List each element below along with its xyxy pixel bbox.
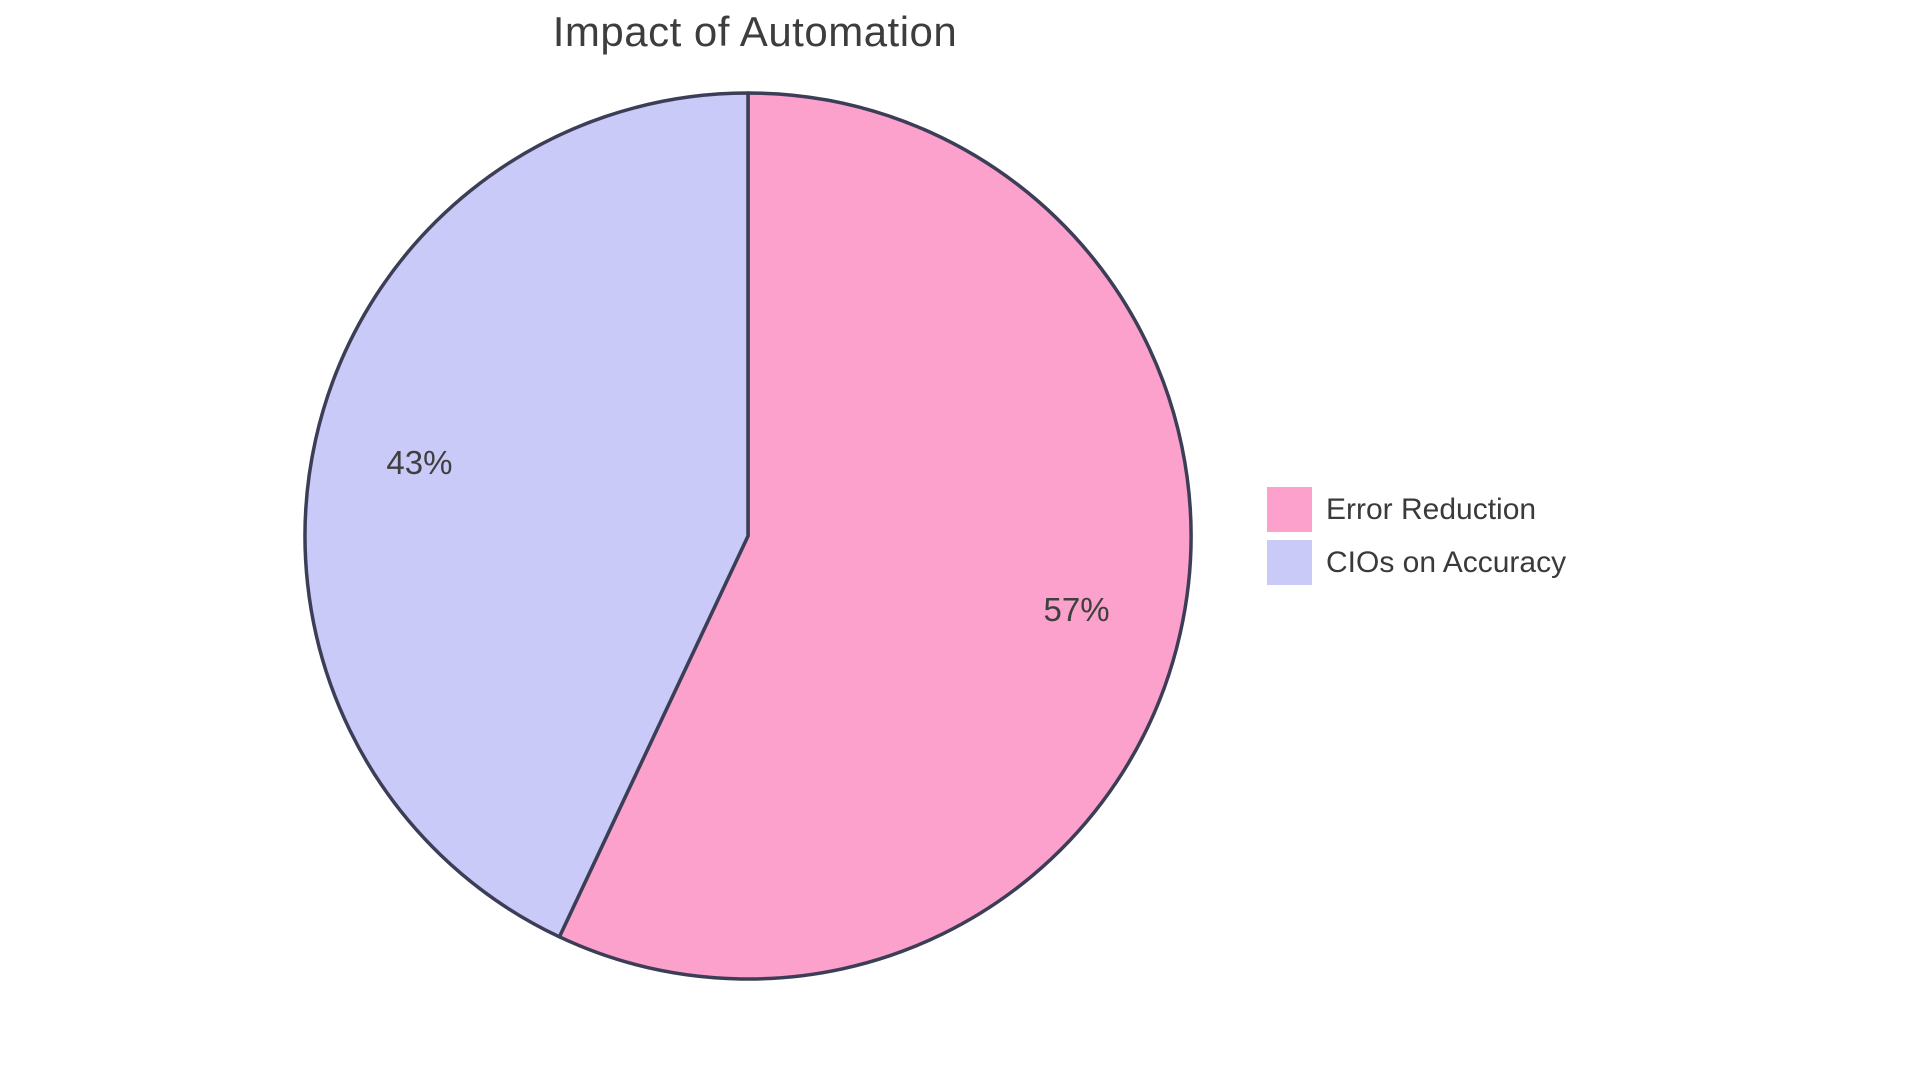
pie-slice-pct-label: 57% (1044, 591, 1110, 628)
pie-slice-pct-label: 43% (386, 444, 452, 481)
legend-swatch-cios-on-accuracy (1267, 540, 1312, 585)
chart-title: Impact of Automation (552, 8, 958, 55)
legend-item-error-reduction: Error Reduction (1267, 487, 1566, 532)
legend-label-error-reduction: Error Reduction (1326, 492, 1537, 526)
legend: Error Reduction CIOs on Accuracy (1267, 487, 1566, 593)
legend-swatch-error-reduction (1267, 487, 1312, 532)
pie-slice-error-reduction (557, 91, 1193, 981)
legend-label-cios-on-accuracy: CIOs on Accuracy (1326, 545, 1567, 579)
pie-slice-cios-on-accuracy (303, 91, 750, 939)
legend-item-cios-on-accuracy: CIOs on Accuracy (1267, 540, 1566, 585)
